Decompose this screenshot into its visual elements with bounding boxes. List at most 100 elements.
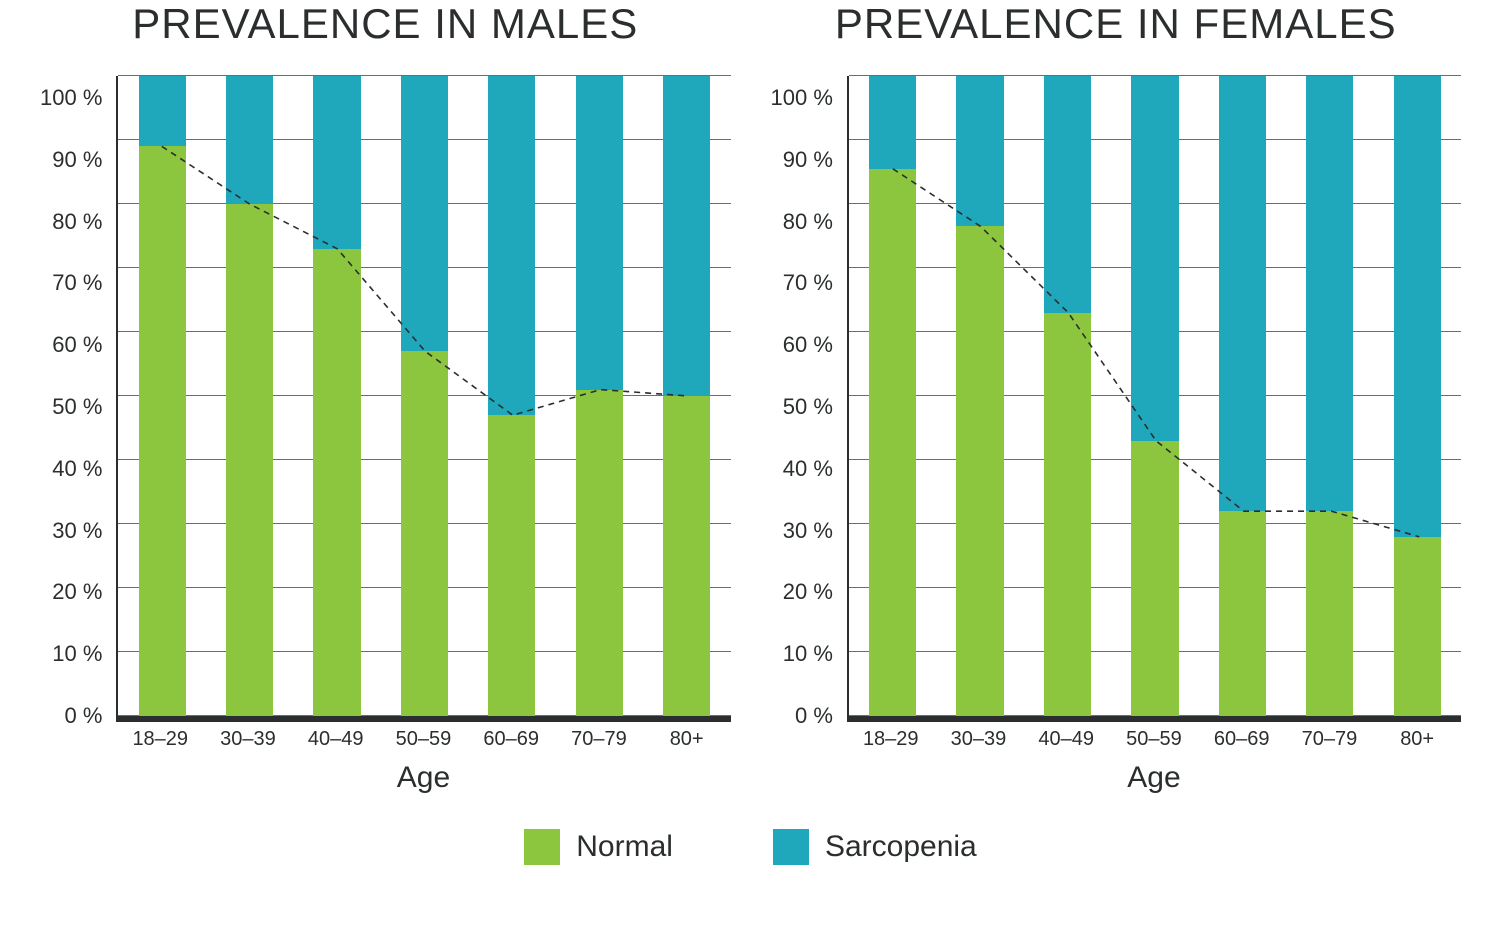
y-tick: 60 % (52, 334, 102, 356)
bar-segment-sarcopenia (576, 76, 623, 390)
legend-label: Sarcopenia (825, 830, 977, 864)
bar-segment-sarcopenia (1394, 76, 1441, 537)
stacked-bar (313, 76, 360, 716)
x-tick-label: 80+ (1373, 728, 1461, 751)
stacked-bar (956, 76, 1003, 716)
x-tick-label: 30–39 (204, 728, 292, 751)
chart-area: 100 % 90 % 80 % 70 % 60 % 50 % 40 % 30 %… (771, 76, 1462, 795)
x-labels: 18–2930–3940–4950–5960–6970–7980+ (116, 728, 730, 751)
legend: Normal Sarcopenia (40, 829, 1461, 865)
y-tick: 70 % (783, 272, 833, 294)
bar-segment-normal (1394, 537, 1441, 716)
bar-segment-normal (139, 146, 186, 716)
panel-title: PREVALENCE IN MALES (132, 0, 638, 48)
bar-segment-sarcopenia (1306, 76, 1353, 511)
stacked-bar (663, 76, 710, 716)
bar-segment-normal (576, 390, 623, 716)
y-tick: 0 % (795, 705, 833, 727)
legend-swatch (773, 829, 809, 865)
y-tick: 20 % (783, 581, 833, 603)
bar-slot (1199, 76, 1286, 716)
y-tick: 70 % (52, 272, 102, 294)
x-tick-label: 30–39 (935, 728, 1023, 751)
stacked-bar (1306, 76, 1353, 716)
x-labels: 18–2930–3940–4950–5960–6970–7980+ (847, 728, 1461, 751)
plot: 18–2930–3940–4950–5960–6970–7980+ Age (847, 76, 1461, 795)
stacked-bar (869, 76, 916, 716)
y-tick: 50 % (783, 396, 833, 418)
bar-segment-sarcopenia (488, 76, 535, 415)
stacked-bar (1044, 76, 1091, 716)
panel-title: PREVALENCE IN FEMALES (835, 0, 1397, 48)
x-tick-label: 80+ (643, 728, 731, 751)
bar-segment-normal (313, 249, 360, 716)
stacked-bar (1131, 76, 1178, 716)
bar-slot (381, 76, 468, 716)
y-tick: 10 % (52, 643, 102, 665)
x-axis-title: Age (847, 761, 1461, 795)
bar-segment-sarcopenia (401, 76, 448, 351)
bar-segment-sarcopenia (139, 76, 186, 146)
y-tick: 10 % (783, 643, 833, 665)
stacked-bar (139, 76, 186, 716)
y-tick: 30 % (52, 520, 102, 542)
bar-segment-normal (1131, 441, 1178, 716)
y-tick: 60 % (783, 334, 833, 356)
y-tick: 100 % (40, 87, 102, 109)
x-axis-title: Age (116, 761, 730, 795)
bar-segment-normal (401, 351, 448, 716)
y-tick: 0 % (64, 705, 102, 727)
x-tick-label: 50–59 (380, 728, 468, 751)
stacked-bar (576, 76, 623, 716)
y-axis: 100 % 90 % 80 % 70 % 60 % 50 % 40 % 30 %… (771, 76, 847, 716)
bars (118, 76, 730, 716)
bar-slot (1024, 76, 1111, 716)
bar-slot (1111, 76, 1198, 716)
plot-inner (116, 76, 730, 716)
bar-slot (1286, 76, 1373, 716)
stacked-bar (488, 76, 535, 716)
bar-segment-normal (226, 204, 273, 716)
bar-segment-normal (1219, 511, 1266, 716)
y-tick: 80 % (783, 211, 833, 233)
stacked-bar (1394, 76, 1441, 716)
x-tick-label: 18–29 (116, 728, 204, 751)
x-tick-label: 60–69 (467, 728, 555, 751)
y-tick: 40 % (783, 458, 833, 480)
x-tick-label: 18–29 (847, 728, 935, 751)
legend-swatch (524, 829, 560, 865)
x-tick-label: 40–49 (1022, 728, 1110, 751)
y-axis: 100 % 90 % 80 % 70 % 60 % 50 % 40 % 30 %… (40, 76, 116, 716)
bar-segment-sarcopenia (1044, 76, 1091, 313)
y-tick: 90 % (783, 149, 833, 171)
x-tick-label: 50–59 (1110, 728, 1198, 751)
plot: 18–2930–3940–4950–5960–6970–7980+ Age (116, 76, 730, 795)
x-axis-line (847, 716, 1461, 722)
bar-segment-sarcopenia (226, 76, 273, 204)
legend-label: Normal (576, 830, 673, 864)
bar-slot (118, 76, 205, 716)
stacked-bar (1219, 76, 1266, 716)
bar-segment-normal (1306, 511, 1353, 716)
bar-segment-sarcopenia (869, 76, 916, 169)
y-tick: 100 % (771, 87, 833, 109)
legend-item-normal: Normal (524, 829, 673, 865)
x-tick-label: 70–79 (555, 728, 643, 751)
stacked-bar (226, 76, 273, 716)
bar-slot (206, 76, 293, 716)
legend-item-sarcopenia: Sarcopenia (773, 829, 977, 865)
x-tick-label: 40–49 (292, 728, 380, 751)
bars (849, 76, 1461, 716)
bar-slot (1374, 76, 1461, 716)
bar-slot (556, 76, 643, 716)
bar-slot (293, 76, 380, 716)
bar-segment-normal (488, 415, 535, 716)
panels-row: PREVALENCE IN MALES 100 % 90 % 80 % 70 %… (40, 0, 1461, 795)
figure: PREVALENCE IN MALES 100 % 90 % 80 % 70 %… (0, 0, 1501, 932)
bar-slot (849, 76, 936, 716)
bar-segment-normal (663, 396, 710, 716)
y-tick: 90 % (52, 149, 102, 171)
bar-segment-sarcopenia (663, 76, 710, 396)
y-tick: 50 % (52, 396, 102, 418)
x-axis-line (116, 716, 730, 722)
